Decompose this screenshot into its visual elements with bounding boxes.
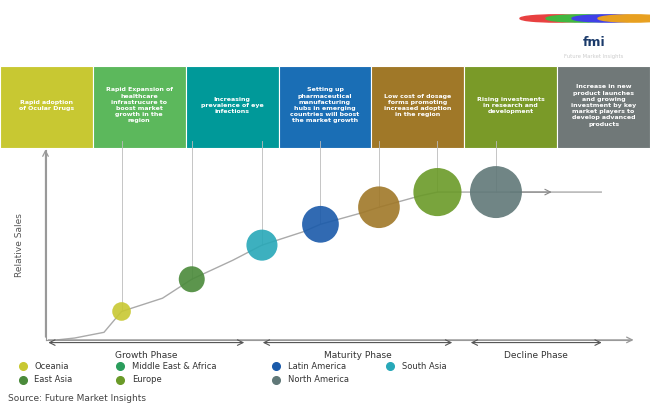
Bar <box>93 66 186 148</box>
Text: Rapid adoption
of Ocular Drugs: Rapid adoption of Ocular Drugs <box>19 100 74 111</box>
Bar <box>464 66 557 148</box>
Text: Increase in new
product launches
and growing
investment by key
market players to: Increase in new product launches and gro… <box>571 84 636 126</box>
Bar <box>557 66 650 148</box>
Text: North America: North America <box>288 375 349 384</box>
Text: Future Market Insights: Future Market Insights <box>564 54 624 59</box>
Text: Rapid Expansion of
healthcare
infrastrucure to
boost market
growth in the
region: Rapid Expansion of healthcare infrastruc… <box>106 87 173 124</box>
Text: South Asia: South Asia <box>402 362 447 371</box>
Bar <box>186 66 279 148</box>
Circle shape <box>520 15 592 22</box>
Circle shape <box>546 15 618 22</box>
Point <box>315 221 326 227</box>
Point <box>491 189 501 195</box>
Circle shape <box>572 15 644 22</box>
Point <box>257 242 267 248</box>
Text: Setting up
pharmaceutical
manufacturing
hubs in emerging
countries will boost
th: Setting up pharmaceutical manufacturing … <box>291 87 359 124</box>
Text: Middle East & Africa: Middle East & Africa <box>132 362 216 371</box>
Text: Decline Phase: Decline Phase <box>504 351 568 360</box>
Text: Maturity Phase: Maturity Phase <box>324 351 391 360</box>
Point <box>116 308 127 315</box>
Text: Europe: Europe <box>132 375 162 384</box>
Bar <box>279 66 371 148</box>
Text: Low cost of dosage
forms promoting
increased adoption
in the region: Low cost of dosage forms promoting incre… <box>384 94 452 117</box>
Text: Relative Sales: Relative Sales <box>15 213 23 277</box>
Circle shape <box>598 15 650 22</box>
Text: Rising investments
in research and
development: Rising investments in research and devel… <box>477 97 545 114</box>
Text: Growth Phase: Growth Phase <box>115 351 177 360</box>
Text: Ocular Drug Delivery Systems Market Sector Region-wise PLC Position
and Notable : Ocular Drug Delivery Systems Market Sect… <box>10 18 450 41</box>
Point <box>374 204 384 211</box>
Text: Latin America: Latin America <box>288 362 346 371</box>
Text: Source: Future Market Insights: Source: Future Market Insights <box>8 394 146 403</box>
Text: Oceania: Oceania <box>34 362 69 371</box>
Point <box>187 276 197 283</box>
Bar <box>0 66 93 148</box>
Point <box>432 189 443 195</box>
Text: fmi: fmi <box>583 36 605 49</box>
Text: Increasing
prevalence of eye
infections: Increasing prevalence of eye infections <box>201 97 263 114</box>
Text: East Asia: East Asia <box>34 375 73 384</box>
Bar <box>371 66 464 148</box>
